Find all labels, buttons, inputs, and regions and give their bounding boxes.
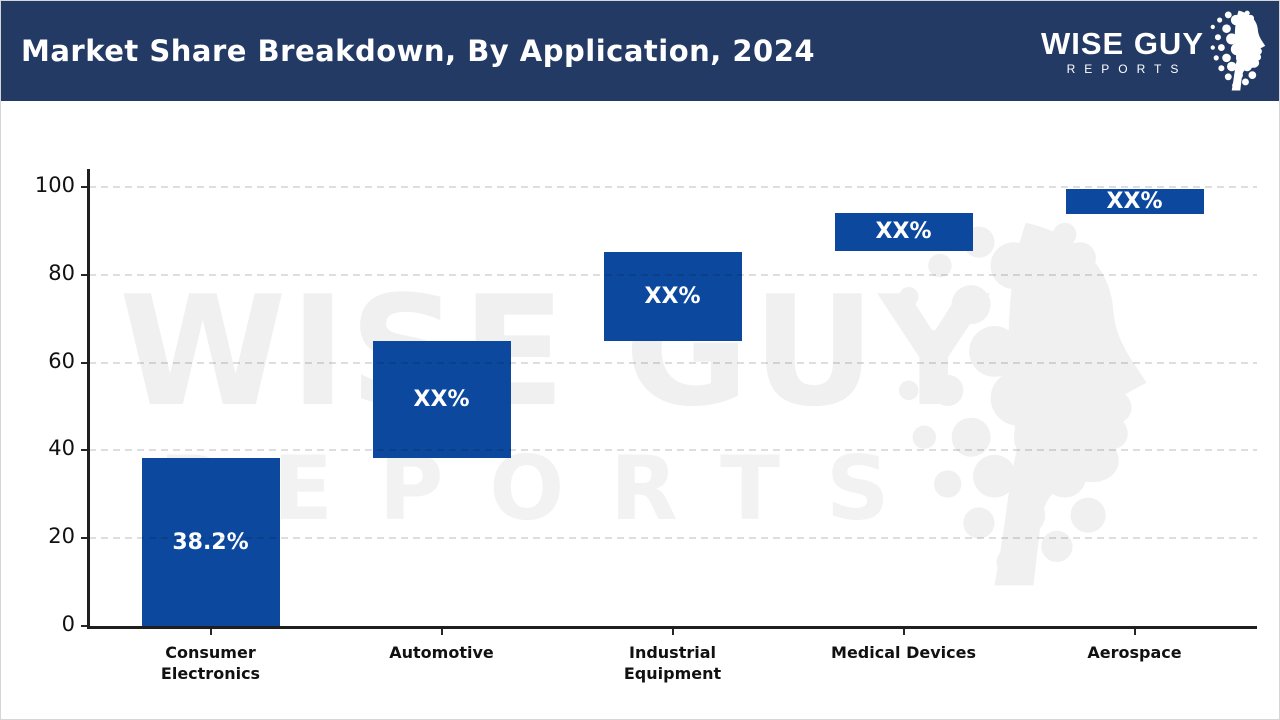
brand-head-icon xyxy=(1210,10,1266,91)
x-axis-category-label: Consumer Electronics xyxy=(160,643,261,683)
header-banner: Market Share Breakdown, By Application, … xyxy=(1,1,1279,101)
y-axis-tick-mark xyxy=(81,186,89,188)
x-axis-category-label: Industrial Equipment xyxy=(623,643,722,683)
y-axis-tick-label: 0 xyxy=(61,612,75,636)
x-axis-tick-mark xyxy=(1133,629,1136,635)
y-axis-tick-label: 60 xyxy=(48,348,75,373)
x-axis-line xyxy=(87,626,1257,629)
bar-aerospace: XX% xyxy=(1065,189,1204,215)
y-axis-tick-mark xyxy=(81,273,89,276)
bar-consumer-electronics: 38.2% xyxy=(141,458,280,626)
bar-value-label: XX% xyxy=(413,386,470,412)
y-axis-tick-label: 20 xyxy=(48,524,75,549)
x-axis-tick-mark xyxy=(902,629,905,635)
y-axis-line xyxy=(87,169,90,629)
y-axis-tick-label: 80 xyxy=(48,260,75,285)
y-axis-tick-mark xyxy=(81,361,89,364)
y-axis-tick-mark xyxy=(81,625,89,627)
bar-automotive: XX% xyxy=(372,340,511,459)
y-axis-tick-label: 40 xyxy=(48,436,75,461)
x-axis-tick-mark xyxy=(209,629,212,635)
y-axis-tick-mark xyxy=(81,449,89,452)
bar-value-label: XX% xyxy=(1106,189,1163,215)
bar-value-label: XX% xyxy=(644,283,701,309)
x-axis-category-label: Automotive xyxy=(389,643,494,662)
page-title: Market Share Breakdown, By Application, … xyxy=(21,34,816,68)
gridline-y-20 xyxy=(89,537,1257,540)
x-axis-tick-mark xyxy=(671,629,674,635)
bar-value-label: XX% xyxy=(875,219,932,245)
gridline-y-60 xyxy=(89,361,1257,364)
gridline-y-100 xyxy=(89,186,1257,188)
bar-industrial-equipment: XX% xyxy=(603,251,742,341)
brand-name: WISE GUY xyxy=(1040,25,1204,61)
y-axis-tick-label: 100 xyxy=(34,173,75,197)
brand-tagline: REPORTS xyxy=(1066,61,1188,76)
x-axis-tick-mark xyxy=(440,629,443,635)
bar-medical-devices: XX% xyxy=(834,212,973,252)
y-axis-tick-mark xyxy=(81,537,89,540)
bar-value-label: 38.2% xyxy=(172,529,249,555)
brand-logo: WISE GUY REPORTS xyxy=(1041,8,1267,94)
x-axis-category-label: Medical Devices xyxy=(831,643,976,662)
gridline-y-80 xyxy=(89,273,1257,276)
x-axis-category-label: Aerospace xyxy=(1087,643,1182,662)
brand-wordmark: WISE GUY REPORTS xyxy=(1040,25,1204,76)
gridline-y-40 xyxy=(89,449,1257,452)
